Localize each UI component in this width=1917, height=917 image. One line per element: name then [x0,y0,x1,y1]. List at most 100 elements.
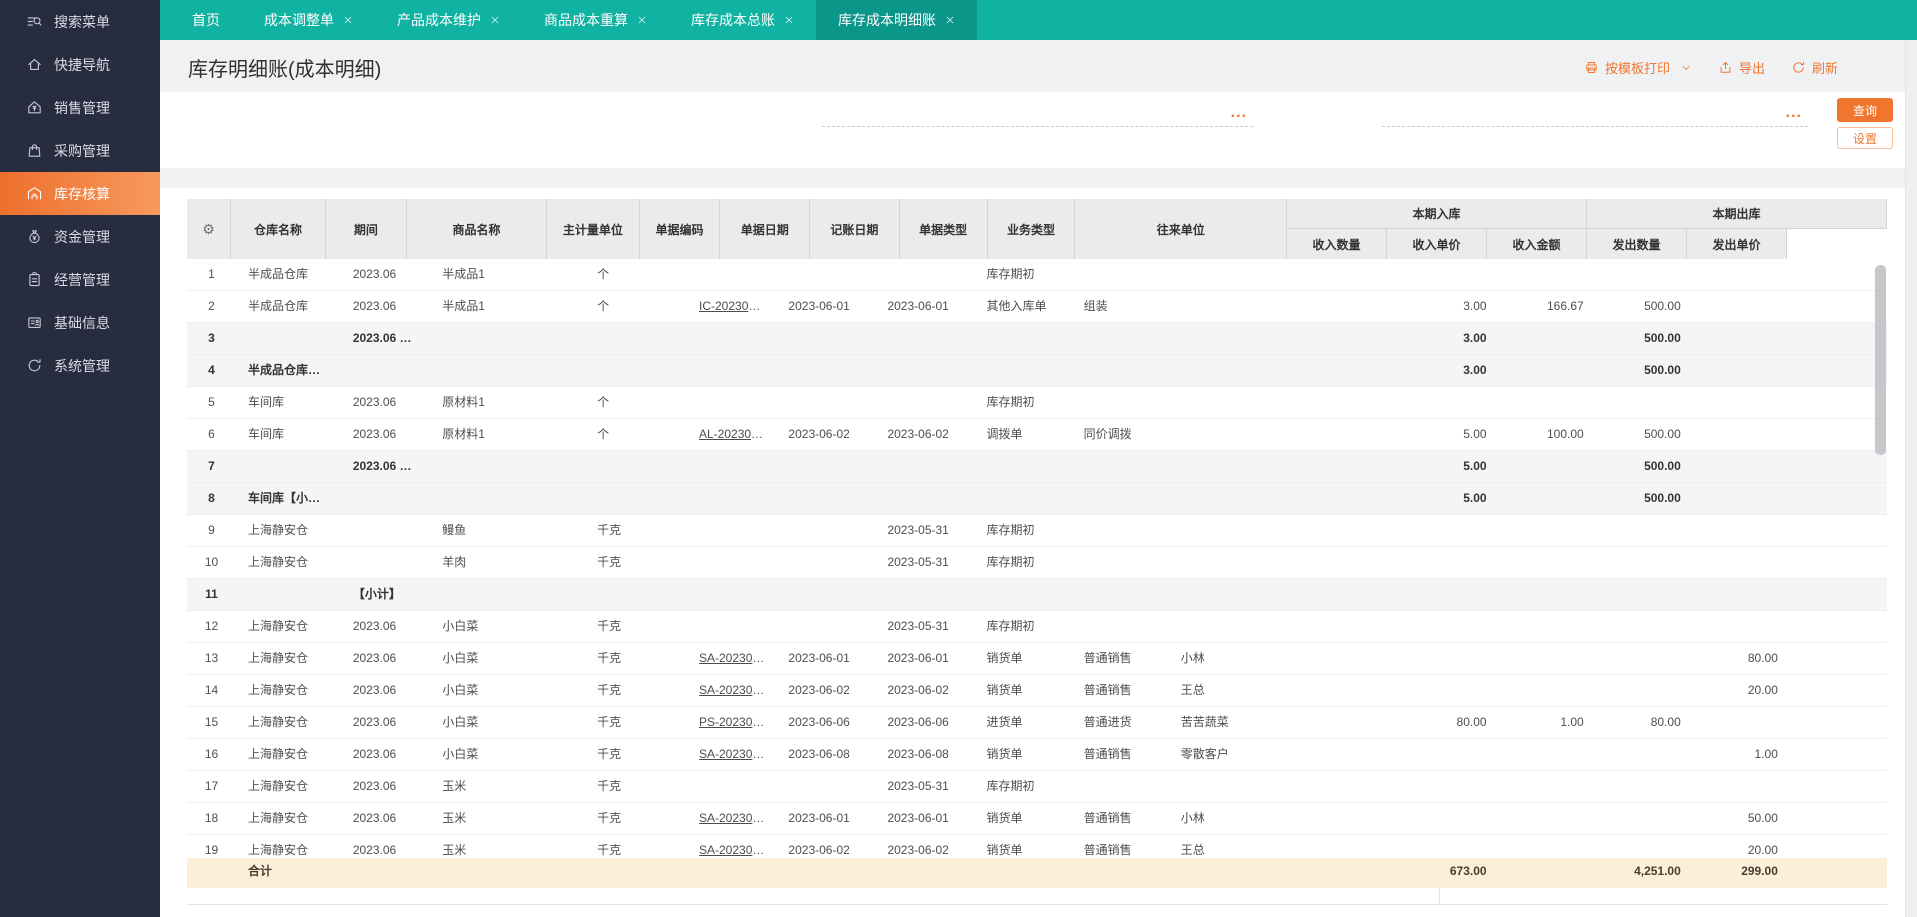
cell-n: 11 [205,586,218,601]
table-row[interactable]: 6 车间库 2023.06 原材料1 个 AL-20230602-0 2023-06-02 2… [187,419,1887,451]
cell-doctype: 库存期初 [986,394,1035,409]
sidebar-item-label: 销售管理 [54,99,110,116]
cell-in_price: 100.00 [1546,426,1584,441]
cell-n: 17 [204,778,219,793]
sidebar-item-system[interactable]: 系统管理 [0,344,160,387]
table-row[interactable]: 9 上海静安仓 鳗鱼 千克 2023-05-31 库存期初 [187,515,1887,547]
document-code-link[interactable]: IC-20230601-0 [699,298,777,313]
cell-out_qty [1693,323,1790,355]
document-code-link[interactable]: SA-20230601-0 [699,810,777,825]
sidebar-item-operations[interactable]: 经营管理 [0,258,160,301]
tab-商品成本重算[interactable]: 商品成本重算 [522,0,669,40]
cell-in_amt: 500.00 [1644,426,1681,441]
cell-doctype [974,483,1071,515]
table-row[interactable]: 2 半成品仓库 2023.06 半成品1 个 IC-20230601-0 2023-06-0… [187,291,1887,323]
table-row[interactable]: 10 上海静安仓 羊肉 千克 2023-05-31 库存期初 [187,547,1887,579]
gear-icon[interactable]: ⚙ [202,220,215,237]
table-row[interactable]: 3 2023.06 【小计】 3.00 500.00 [187,323,1887,355]
product-more-button[interactable]: ... [1785,104,1802,121]
table-row[interactable]: 13 上海静安仓 2023.06 小白菜 千克 SA-20230601-0 2023-06-… [187,643,1887,675]
product-input[interactable]: ... [1382,103,1808,127]
cell-unit: 千克 [597,554,622,569]
cell-out_price [1790,451,1887,483]
cell-n: 9 [208,522,215,537]
table-row[interactable]: 12 上海静安仓 2023.06 小白菜 千克 2023-05-31 库存期初 [187,611,1887,643]
table-row[interactable]: 18 上海静安仓 2023.06 玉米 千克 SA-20230601-0 2023-06-0… [187,803,1887,835]
table-row[interactable]: 4 半成品仓库【小计】 3.00 500.00 [187,355,1887,387]
cell-partner: 王总 [1180,842,1205,857]
cell-docdate [776,323,875,355]
sidebar-item-search[interactable]: 搜索菜单 [0,0,160,43]
document-code-link[interactable]: SA-20230602-0 [699,842,777,857]
cell-code [687,323,776,355]
settings-button[interactable]: 设置 [1837,127,1893,149]
tab-close-icon[interactable] [343,15,353,25]
tab-成本调整单[interactable]: 成本调整单 [242,0,375,40]
column-header-wh: 仓库名称 [231,199,326,259]
document-code-link[interactable]: SA-20230602-0 [699,682,777,697]
chevron-down-icon[interactable] [1680,62,1692,74]
tab-close-icon[interactable] [945,15,955,25]
tab-close-icon[interactable] [637,15,647,25]
cell-in_amt: 500.00 [1644,490,1681,505]
sidebar-item-inventory[interactable]: 库存核算 [0,172,160,215]
cell-code [687,259,776,291]
table-row[interactable]: 17 上海静安仓 2023.06 玉米 千克 2023-05-31 库存期初 [187,771,1887,803]
table-row[interactable]: 11 【小计】 [187,579,1887,611]
cell-unit: 千克 [597,810,622,825]
table-row[interactable]: 14 上海静安仓 2023.06 小白菜 千克 SA-20230602-0 2023-06-… [187,675,1887,707]
sidebar-item-sales[interactable]: 销售管理 [0,86,160,129]
sidebar-item-funds[interactable]: 资金管理 [0,215,160,258]
cell-out_qty [1693,259,1790,291]
table-row[interactable]: 15 上海静安仓 2023.06 小白菜 千克 PS-20230606-0 2023-06-… [187,707,1887,739]
cell-partner [1169,259,1402,291]
table-row[interactable]: 5 车间库 2023.06 原材料1 个 库存期初 [187,387,1887,419]
table-row[interactable]: 1 半成品仓库 2023.06 半成品1 个 库存期初 [187,259,1887,291]
cell-in_qty [1401,387,1498,419]
cell-partner [1169,483,1402,515]
tab-首页[interactable]: 首页 [170,0,242,40]
page-scrollbar[interactable] [1905,40,1917,917]
sidebar-item-basic-info[interactable]: 基础信息 [0,301,160,344]
cell-in_amt [1596,387,1693,419]
table-row[interactable]: 19 上海静安仓 2023.06 玉米 千克 SA-20230602-0 2023-06-0… [187,835,1887,858]
sidebar-item-quick-nav[interactable]: 快捷导航 [0,43,160,86]
table-row[interactable]: 16 上海静安仓 2023.06 小白菜 千克 SA-20230608-0 2023-06-… [187,739,1887,771]
export-button[interactable]: 导出 [1718,58,1765,77]
tab-产品成本维护[interactable]: 产品成本维护 [375,0,522,40]
document-code-link[interactable]: PS-20230606-0 [699,714,777,729]
tab-库存成本明细账[interactable]: 库存成本明细账 [816,0,977,40]
cell-biztype: 普通销售 [1083,650,1132,665]
table-row[interactable]: 7 2023.06 【小计】 5.00 500.00 [187,451,1887,483]
sidebar-item-purchase[interactable]: 采购管理 [0,129,160,172]
cell-out_qty [1693,419,1790,451]
cell-n: 8 [208,490,215,505]
warehouse-more-button[interactable]: ... [1230,104,1247,121]
cell-out_price [1790,803,1887,835]
tab-close-icon[interactable] [784,15,794,25]
cell-n: 16 [204,746,219,761]
tab-库存成本总账[interactable]: 库存成本总账 [669,0,816,40]
cell-product: 半成品1 [442,266,485,281]
cell-biztype: 组装 [1083,298,1108,313]
cell-biztype [1072,355,1169,387]
print-button[interactable]: 按模板打印 [1584,58,1692,77]
table-vertical-scrollbar[interactable] [1875,265,1886,455]
cell-period: 2023.06 [352,714,397,729]
ledger-table: ⚙ 仓库名称 期间 商品名称 主计量单位 单据编码 单据日期 记账日期 单据类型 业务类型 往来单位… [187,199,1887,906]
tab-close-icon[interactable] [490,15,500,25]
warehouse-input[interactable]: ... [822,103,1253,127]
refresh-button[interactable]: 刷新 [1791,58,1838,77]
document-code-link[interactable]: SA-20230601-0 [699,650,777,665]
cell-partner [1169,355,1402,387]
cell-out_qty [1693,387,1790,419]
cell-doctype: 销货单 [986,682,1023,697]
cell-wh: 车间库 [248,394,285,409]
cell-in_price [1499,579,1596,611]
table-row[interactable]: 8 车间库【小计】 5.00 500.00 [187,483,1887,515]
cell-in_amt: 500.00 [1644,330,1681,345]
document-code-link[interactable]: AL-20230602-0 [699,426,777,441]
query-button[interactable]: 查询 [1837,98,1893,122]
document-code-link[interactable]: SA-20230608-0 [699,746,777,761]
cell-code [687,355,776,387]
